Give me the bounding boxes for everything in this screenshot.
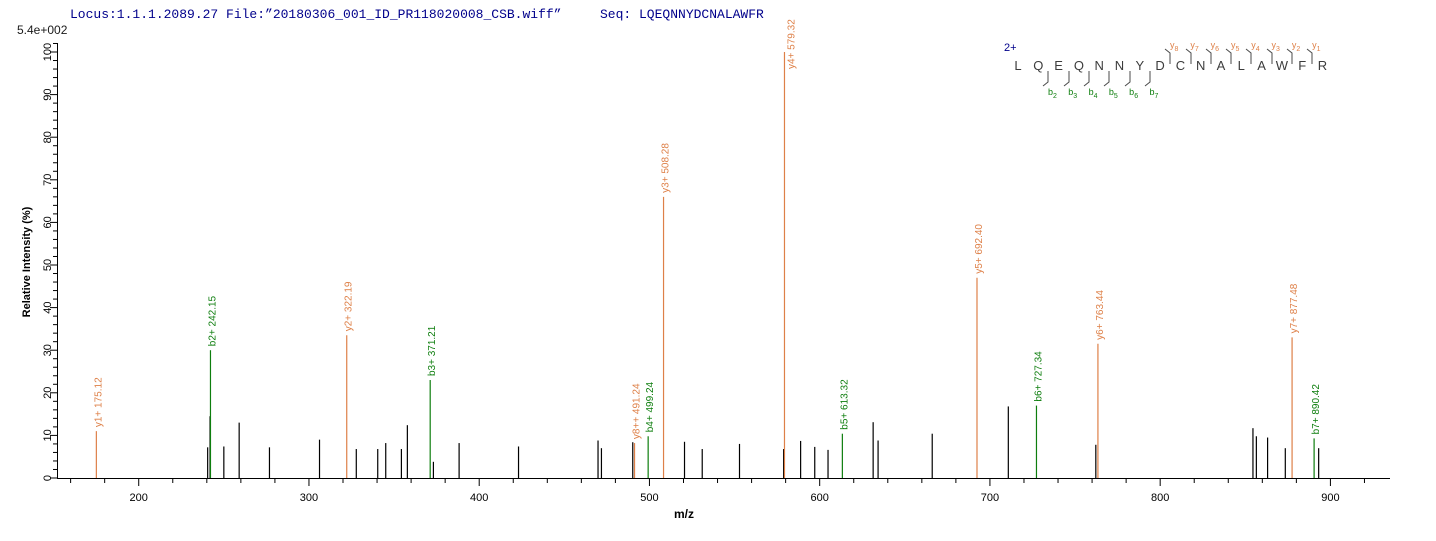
ion-peak-label: b4+ 499.24 [645,381,656,432]
peptide-residue: L [1237,58,1245,73]
y3-ion-label: y3 [1271,40,1280,53]
y-axis-tick-label: 10 [42,429,54,441]
x-axis-tick-label: 500 [640,492,658,504]
b-ion-cut-mark [1083,71,1090,87]
ion-peak-label: y8++ 491.24 [632,383,643,439]
y-axis-tick-label: 20 [42,387,54,399]
ion-peak-label: y2+ 322.19 [344,281,355,331]
y-axis-tick-label: 0 [42,475,54,481]
peptide-residue: F [1298,58,1307,73]
peptide-residue: A [1216,58,1226,73]
header-locus-file-text: Locus:1.1.1.2089.27 File:”20180306_001_I… [70,7,562,22]
b2-ion-label: b2 [1047,87,1057,100]
b4-ion-label: b4 [1088,87,1098,100]
b-ion-cut-mark [1124,71,1131,87]
ion-peak-label: b3+ 371.21 [427,325,438,376]
y4-ion-label: y4 [1251,40,1260,53]
peptide-residue: Q [1033,58,1044,73]
x-axis-tick-label: 200 [130,492,148,504]
y-axis-tick-label: 80 [42,131,54,143]
base-peak-intensity-label: 5.4e+002 [17,23,68,37]
y-axis-tick-label: 30 [42,344,54,356]
x-axis-tick-label: 300 [300,492,318,504]
x-axis-tick-label: 700 [981,492,999,504]
peptide-residue: A [1257,58,1266,73]
ion-peak-label: y4+ 579.32 [786,19,797,69]
y-axis-tick-label: 70 [42,174,54,186]
b6-ion-label: b6 [1129,87,1139,100]
y2-ion-label: y2 [1291,40,1301,53]
precursor-charge-label: 2+ [1004,42,1017,54]
peptide-residue: D [1155,58,1165,73]
y6-ion-label: y6 [1210,40,1220,53]
y-ion-cut-mark [1205,48,1212,64]
b-ion-cut-mark [1043,71,1049,87]
y-ion-cut-mark [1307,48,1313,64]
b-ion-cut-mark [1063,71,1070,87]
b-ion-cut-mark [1144,71,1151,87]
ion-peak-label: y3+ 508.28 [661,143,672,193]
peptide-residue: Y [1135,58,1145,73]
x-axis-tick-label: 600 [811,492,829,504]
b3-ion-label: b3 [1068,87,1078,100]
ion-peak-label: y5+ 692.40 [974,224,985,274]
y-axis-tick-label: 60 [42,216,54,228]
b5-ion-label: b5 [1108,87,1118,100]
peptide-residue: C [1175,58,1186,73]
y-axis-title: Relative Intensity (%) [21,206,33,317]
y-ion-cut-mark [1164,48,1171,64]
b7-ion-label: b7 [1149,87,1159,100]
x-axis-tick-label: 400 [470,492,488,504]
y-ion-cut-mark [1246,48,1252,64]
ion-peak-label: b6+ 727.34 [1033,351,1044,402]
y1-ion-label: y1 [1312,40,1321,53]
ion-peak-label: b7+ 890.42 [1311,384,1322,435]
ion-peak-label: y7+ 877.48 [1289,283,1300,333]
y-axis-tick-label: 100 [42,43,54,61]
y5-ion-label: y5 [1230,40,1240,53]
x-axis-tick-label: 900 [1321,492,1339,504]
peptide-residue: N [1114,58,1125,73]
ion-peak-label: b5+ 613.32 [839,379,850,430]
y-ion-cut-mark [1185,48,1192,64]
x-axis-title: m/z [674,507,694,521]
ion-peak-label: b2+ 242.15 [207,295,218,346]
peptide-residue: Q [1073,58,1084,73]
y-ion-cut-mark [1286,48,1293,64]
y-ion-cut-mark [1266,48,1273,64]
peptide-residue: N [1094,58,1104,73]
peptide-residue: E [1054,58,1063,73]
peptide-residue: W [1275,58,1289,73]
ion-peak-label: y6+ 763.44 [1095,290,1106,340]
header-sequence-text: Seq: LQEQNNYDCNALAWFR [600,7,764,22]
y-ion-cut-mark [1225,48,1232,64]
y-axis-tick-label: 50 [42,259,54,271]
peptide-residue: L [1014,58,1022,73]
b-ion-cut-mark [1104,71,1110,87]
y7-ion-label: y7 [1190,40,1199,53]
x-axis-tick-label: 800 [1151,492,1169,504]
y-axis-tick-label: 90 [42,88,54,100]
y8-ion-label: y8 [1170,40,1179,53]
ion-peak-label: y1+ 175.12 [93,377,104,427]
peptide-residue: R [1317,58,1328,73]
y-axis-tick-label: 40 [42,301,54,313]
peptide-residue: N [1195,58,1206,73]
